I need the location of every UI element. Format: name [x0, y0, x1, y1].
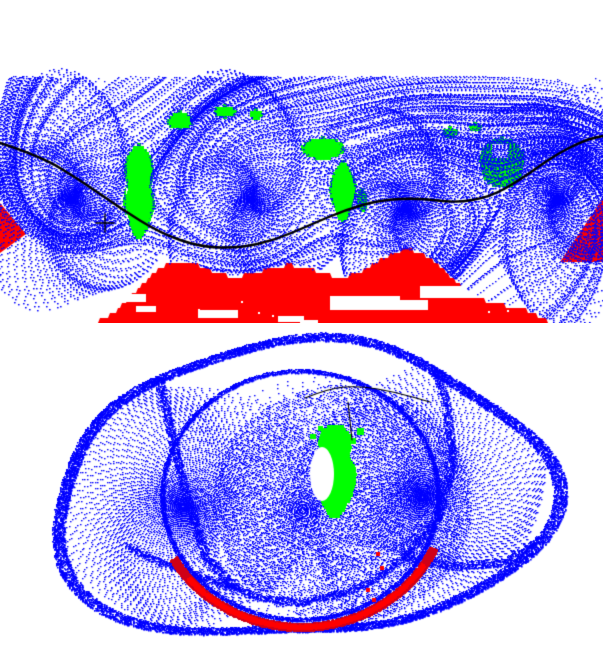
orthographic-projection-panel [0, 330, 603, 661]
orthographic-projection-canvas [0, 330, 603, 661]
equirectangular-projection-canvas [0, 48, 603, 323]
equirectangular-projection-panel [0, 48, 603, 323]
